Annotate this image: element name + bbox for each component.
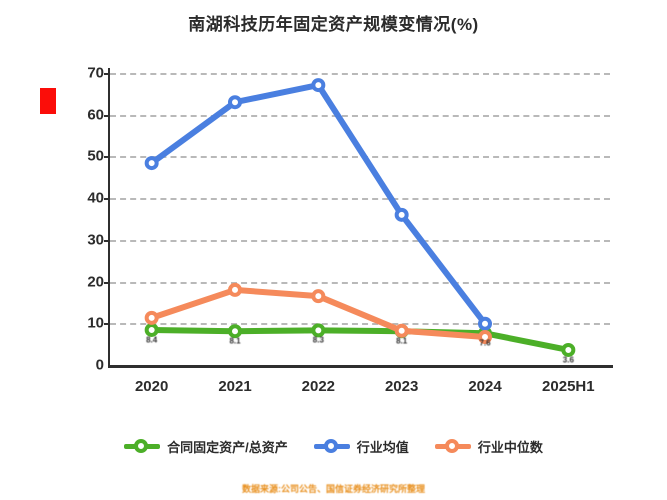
series-line — [148, 326, 572, 353]
data-point-marker[interactable] — [228, 282, 242, 297]
x-tick-label: 2023 — [384, 378, 419, 395]
data-point-marker[interactable] — [478, 330, 492, 345]
data-point-marker[interactable] — [561, 342, 576, 357]
legend-label: 行业中位数 — [477, 439, 543, 455]
plot-area: 8.48.18.38.17.63.648.463.067.136.09.911.… — [104, 73, 610, 365]
y-tick-label: 30 — [87, 231, 104, 249]
legend-swatch — [313, 439, 350, 453]
data-point-marker[interactable] — [228, 324, 242, 339]
gridline — [110, 73, 610, 75]
y-tick-label: 60 — [87, 106, 104, 124]
y-axis-tick-labels: 0 10 20 30 40 50 60 70 — [60, 65, 104, 374]
y-tick-label: 20 — [87, 273, 104, 291]
data-point-marker[interactable] — [144, 322, 159, 337]
data-point-marker[interactable] — [478, 316, 492, 331]
legend-label: 行业均值 — [356, 439, 409, 455]
y-tick-mark — [104, 73, 110, 75]
gridline — [110, 281, 610, 284]
data-point-marker[interactable] — [311, 78, 326, 93]
x-tick-label: 2022 — [301, 378, 336, 395]
x-tick-label: 2021 — [218, 378, 252, 395]
gridline — [110, 323, 610, 326]
x-axis-tick-labels: 2020 2021 2022 2023 2024 2025H1 — [110, 378, 610, 402]
data-point-marker[interactable] — [311, 323, 326, 338]
gridline — [110, 156, 610, 159]
data-point-label: 8.4 — [146, 335, 158, 345]
legend-item[interactable]: 行业中位数 — [434, 437, 543, 456]
chart-legend: 合同固定资产/总资产 行业均值 行业中位数 — [0, 430, 667, 462]
x-tick-label: 2025H1 — [542, 378, 595, 395]
data-point-marker[interactable] — [228, 95, 242, 110]
gridline — [110, 198, 610, 201]
red-block-annotation — [40, 88, 56, 114]
gridline — [110, 239, 610, 242]
chart-title: 南湖科技历年固定资产规模变情况(%) — [188, 15, 479, 34]
y-tick-label: 50 — [87, 147, 104, 165]
data-point-label: 7.6 — [479, 338, 491, 348]
x-tick-label: 2024 — [468, 378, 502, 395]
y-tick-mark — [104, 198, 110, 201]
legend-item[interactable]: 合同固定资产/总资产 — [124, 437, 288, 456]
y-tick-mark — [104, 323, 110, 326]
legend-swatch — [434, 439, 471, 453]
x-axis-line — [108, 365, 613, 368]
legend-item[interactable]: 行业均值 — [313, 437, 409, 456]
y-tick-label: 40 — [87, 189, 104, 207]
data-point-label: 3.6 — [562, 355, 574, 365]
data-point-label: 8.1 — [396, 336, 408, 346]
series-layer — [144, 78, 576, 357]
y-tick-label: 0 — [95, 356, 104, 374]
data-point-label: 8.1 — [229, 336, 241, 346]
y-tick-mark — [104, 156, 110, 159]
y-tick-label: 10 — [87, 314, 104, 332]
data-point-marker[interactable] — [144, 310, 159, 325]
series-line — [148, 82, 488, 327]
data-point-marker[interactable] — [394, 207, 409, 222]
data-point-marker[interactable] — [144, 156, 159, 171]
y-tick-label: 70 — [87, 64, 104, 82]
y-tick-mark — [104, 281, 110, 284]
legend-swatch — [124, 439, 161, 453]
y-tick-mark — [104, 239, 110, 242]
data-point-marker[interactable] — [394, 323, 409, 338]
x-tick-label: 2020 — [134, 378, 169, 395]
y-tick-mark — [104, 114, 110, 117]
legend-label: 合同固定资产/总资产 — [167, 439, 288, 455]
source-note: 数据来源:公司公告、国信证券经济研究所整理 — [242, 484, 425, 494]
data-point-label: 8.3 — [312, 335, 324, 345]
gridline — [110, 114, 610, 117]
data-point-marker[interactable] — [311, 289, 326, 304]
y-axis-line — [108, 68, 110, 367]
